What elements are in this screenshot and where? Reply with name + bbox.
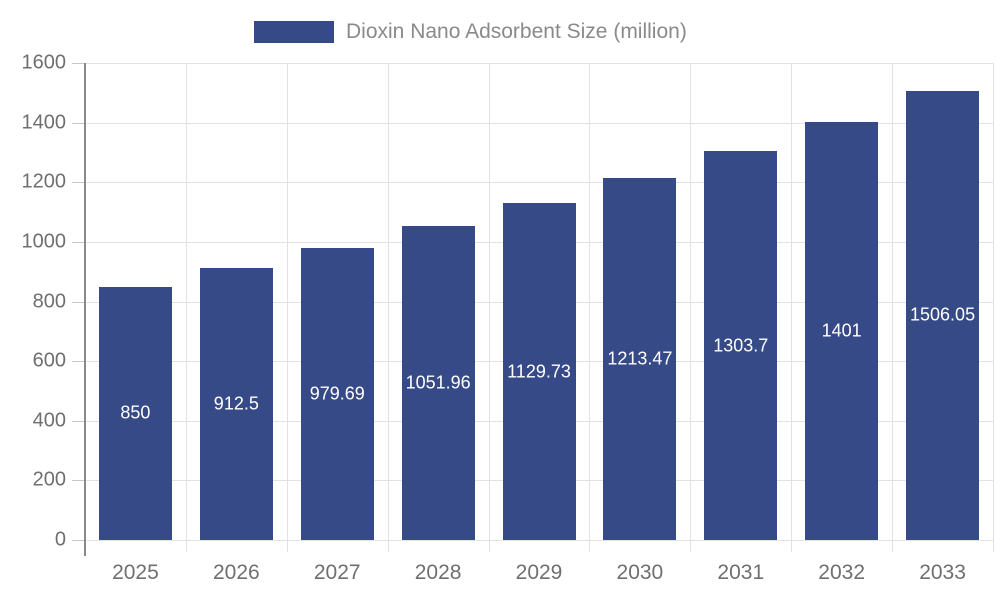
bar[interactable]: 1213.47 xyxy=(603,178,677,540)
y-tick xyxy=(72,241,85,243)
chart-legend[interactable]: Dioxin Nano Adsorbent Size (million) xyxy=(254,19,687,45)
x-gridline xyxy=(387,63,389,552)
y-tick xyxy=(72,301,85,303)
bar-value-label: 850 xyxy=(120,402,151,423)
bar-value-label: 1129.73 xyxy=(507,361,571,382)
y-tick xyxy=(72,63,85,64)
bar-value-label: 1213.47 xyxy=(607,348,673,369)
bar-value-label: 1506.05 xyxy=(910,304,976,325)
x-gridline xyxy=(690,63,692,552)
y-axis-tick-label: 1200 xyxy=(21,170,67,193)
y-tick xyxy=(72,420,85,422)
bar[interactable]: 979.69 xyxy=(300,247,374,540)
x-axis-tick-label: 2025 xyxy=(112,561,159,584)
y-tick xyxy=(72,182,85,184)
y-axis-tick-label: 1400 xyxy=(21,111,67,134)
y-tick xyxy=(72,540,85,541)
x-axis-tick-label: 2027 xyxy=(313,561,361,584)
legend-swatch xyxy=(254,21,334,43)
x-gridline xyxy=(488,63,490,552)
x-axis-tick-label: 2030 xyxy=(616,561,664,584)
y-axis-tick-label: 0 xyxy=(54,528,66,551)
y-axis-tick-label: 600 xyxy=(32,349,66,372)
x-axis-tick-label: 2029 xyxy=(515,561,563,584)
bar-value-label: 979.69 xyxy=(309,383,365,404)
y-axis-tick-label: 400 xyxy=(32,409,66,432)
y-tick xyxy=(72,122,85,124)
x-axis-tick-label: 2033 xyxy=(919,561,966,584)
x-axis-tick-label: 2032 xyxy=(818,561,866,584)
x-gridline xyxy=(791,63,793,552)
x-axis-tick-label: 2026 xyxy=(212,561,260,584)
y-tick xyxy=(72,480,85,482)
x-gridline xyxy=(993,63,994,552)
bar[interactable]: 1129.73 xyxy=(502,203,576,540)
bar-value-label: 912.5 xyxy=(213,393,259,414)
y-axis-tick-label: 1000 xyxy=(21,230,67,253)
bar-value-label: 1051.96 xyxy=(405,372,471,393)
bar[interactable]: 912.5 xyxy=(199,267,273,540)
y-axis-tick-label: 800 xyxy=(32,290,66,312)
y-axis-line xyxy=(84,63,86,556)
x-axis-tick-label: 2031 xyxy=(717,561,765,584)
x-gridline xyxy=(185,63,187,552)
y-gridline xyxy=(85,182,993,184)
y-tick xyxy=(72,361,85,363)
x-gridline xyxy=(892,63,894,552)
bar[interactable]: 1506.05 xyxy=(906,91,980,540)
bar[interactable]: 1401 xyxy=(805,122,879,540)
y-gridline xyxy=(85,540,993,541)
bar[interactable]: 850 xyxy=(98,286,172,540)
y-gridline xyxy=(85,63,993,64)
x-axis-tick-label: 2028 xyxy=(414,561,462,584)
bar-value-label: 1303.7 xyxy=(713,335,769,356)
legend-label: Dioxin Nano Adsorbent Size (million) xyxy=(346,20,687,43)
x-gridline xyxy=(589,63,591,552)
bar[interactable]: 1051.96 xyxy=(401,226,475,540)
y-axis-tick-label: 1600 xyxy=(21,51,67,74)
x-gridline xyxy=(286,63,288,552)
y-axis-tick-label: 200 xyxy=(32,468,66,491)
bar-value-label: 1401 xyxy=(821,320,862,341)
bar[interactable]: 1303.7 xyxy=(704,151,778,540)
y-gridline xyxy=(85,122,993,124)
